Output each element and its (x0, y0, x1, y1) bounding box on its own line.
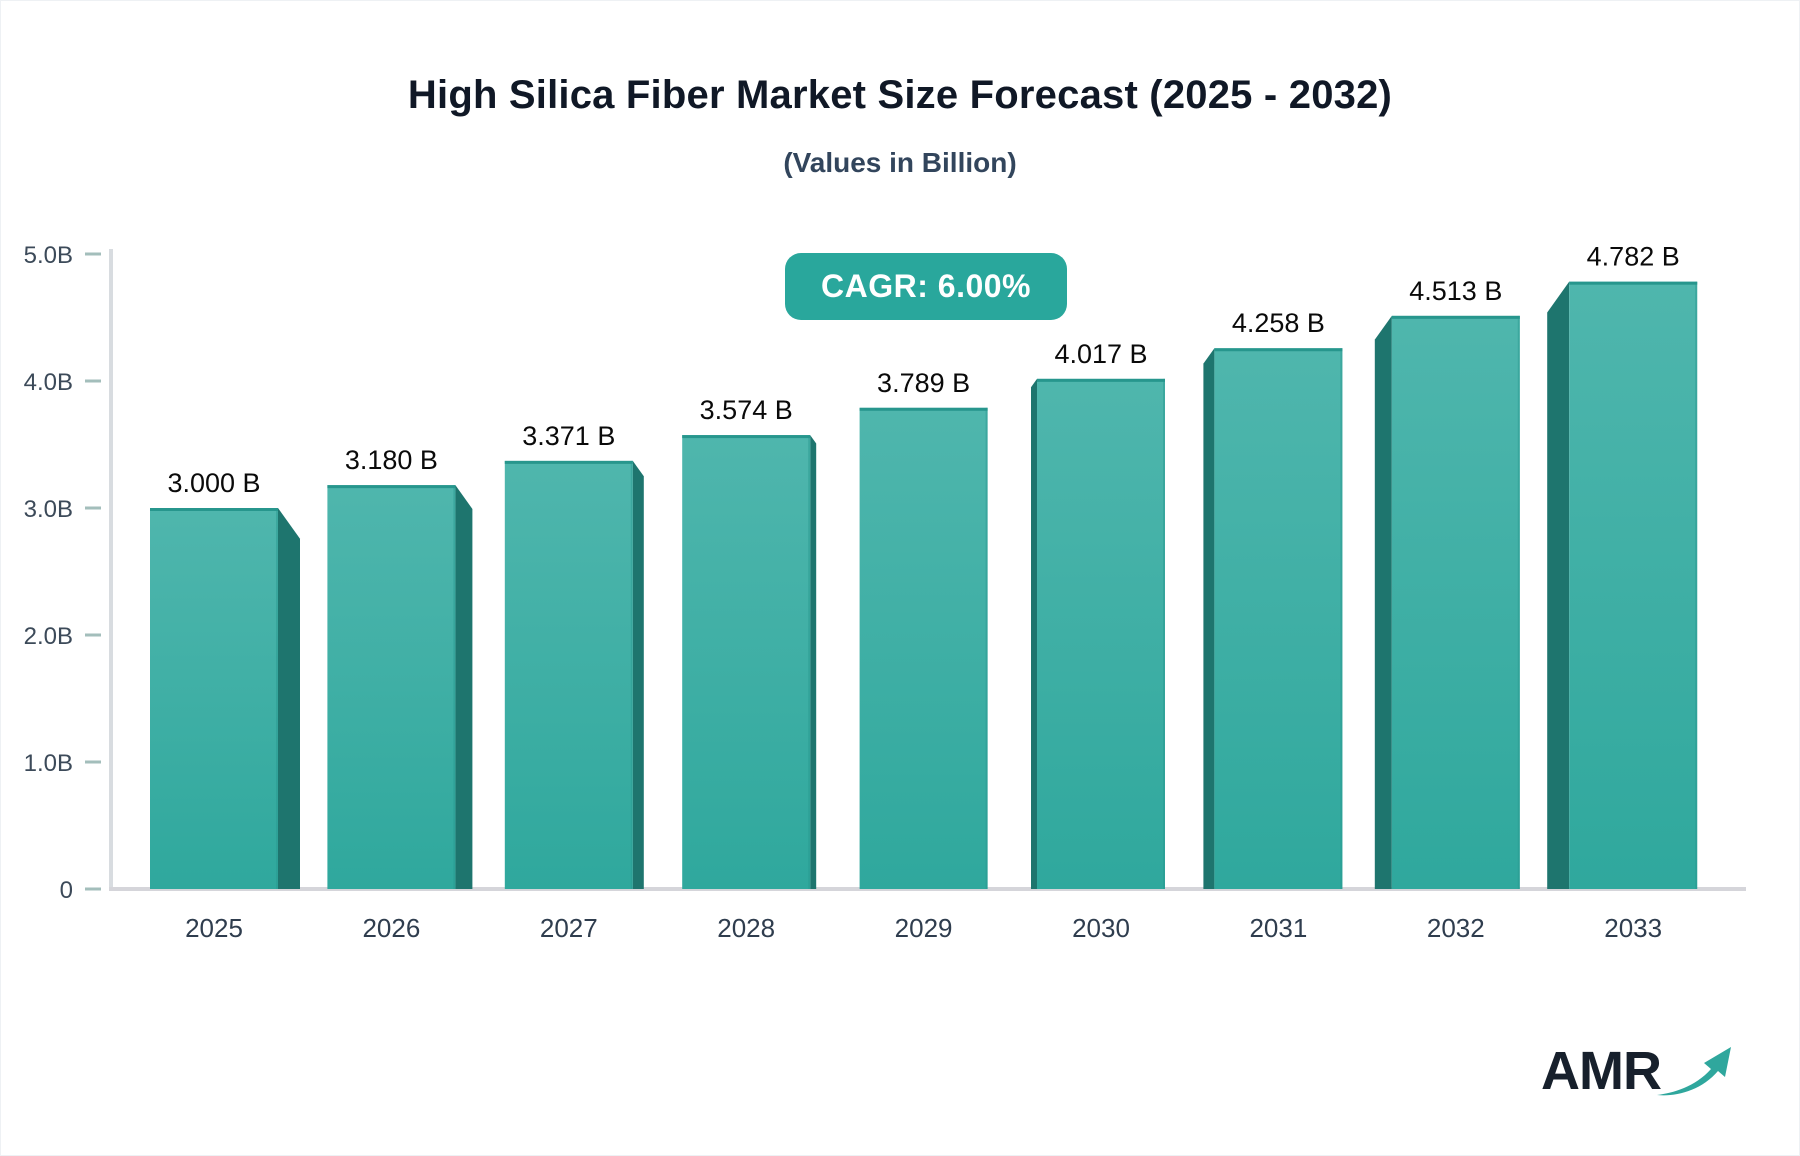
bar-value-label: 4.513 B (1409, 276, 1502, 306)
bar-front-face (1037, 378, 1165, 889)
bar-top-edge (150, 508, 278, 511)
bar-2028: 3.574 B (682, 395, 817, 889)
bar-right-edge (985, 407, 988, 889)
chart-subtitle: (Values in Billion) (783, 147, 1017, 178)
bar-side-face (1374, 315, 1392, 889)
x-tick-label: 2028 (717, 913, 775, 943)
bar-value-label: 3.574 B (700, 395, 793, 425)
bar-top-edge (682, 435, 811, 439)
x-tick-label: 2027 (540, 913, 598, 943)
bar-value-label: 3.180 B (345, 445, 438, 475)
x-tick-label: 2030 (1072, 913, 1130, 943)
x-tick-label: 2033 (1604, 913, 1662, 943)
bar-chart: 5.0B 4.0B 3.0B 2.0B 1.0B 0 3.000 B 2025 3.180 B 2… (24, 242, 1746, 943)
bar-side-face (455, 485, 473, 889)
bar-value-label: 3.371 B (522, 421, 615, 451)
x-tick-label: 2032 (1427, 913, 1485, 943)
bar-right-edge (1340, 348, 1343, 889)
bar-front-face (682, 435, 811, 889)
bar-top-edge (1037, 378, 1165, 382)
x-tick-label: 2029 (895, 913, 953, 943)
bar-value-label: 4.017 B (1054, 339, 1147, 369)
bar-side-face (1203, 348, 1215, 889)
bar-top-edge (504, 460, 633, 464)
bar-right-edge (1695, 281, 1698, 889)
bar-top-edge (1569, 281, 1698, 285)
bar-2025: 3.000 B (150, 468, 300, 889)
y-tick-label: 2.0B (24, 623, 73, 650)
bar-2033: 4.782 B (1547, 242, 1698, 889)
bar-side-face (1031, 378, 1037, 889)
bar-value-label: 3.000 B (167, 468, 260, 498)
bar-front-face (1569, 281, 1698, 889)
x-tick-label: 2026 (362, 913, 420, 943)
bar-front-face (859, 407, 988, 889)
bar-top-edge (1214, 348, 1343, 352)
bar-top-edge (327, 485, 456, 489)
bar-top-edge (859, 407, 988, 411)
bar-right-edge (1517, 315, 1520, 889)
bar-value-label: 4.782 B (1587, 242, 1680, 272)
bar-2032: 4.513 B (1374, 276, 1520, 889)
bar-side-face (1547, 281, 1570, 889)
y-tick-label: 5.0B (24, 242, 73, 269)
y-tick-label: 0 (60, 877, 73, 904)
bar-side-face (278, 508, 300, 889)
y-tick-label: 1.0B (24, 750, 73, 777)
x-tick-label: 2031 (1249, 913, 1307, 943)
bar-front-face (1214, 348, 1343, 889)
amr-logo: AMR (1541, 1035, 1741, 1107)
bar-top-edge (1391, 315, 1520, 319)
growth-arrow-icon (1657, 1047, 1731, 1096)
bar-2029: 3.789 B (859, 368, 988, 889)
bar-value-label: 3.789 B (877, 368, 970, 398)
bar-right-edge (453, 485, 456, 889)
bar-side-face (810, 435, 817, 889)
y-tick-label: 4.0B (24, 369, 73, 396)
bar-right-edge (630, 460, 633, 889)
bar-2031: 4.258 B (1203, 308, 1343, 889)
bar-2027: 3.371 B (504, 421, 644, 889)
bar-front-face (1391, 315, 1520, 889)
bar-front-face (327, 485, 456, 889)
bar-2026: 3.180 B (327, 445, 473, 889)
cagr-badge: CAGR: 6.00% (785, 253, 1067, 320)
bar-right-edge (1163, 378, 1165, 889)
bar-right-edge (276, 508, 278, 889)
bar-front-face (504, 460, 633, 889)
bar-side-face (632, 460, 644, 889)
bar-front-face (150, 508, 278, 889)
bar-value-label: 4.258 B (1232, 308, 1325, 338)
y-tick-label: 3.0B (24, 496, 73, 523)
chart-title: High Silica Fiber Market Size Forecast (… (407, 73, 1393, 117)
x-tick-label: 2025 (185, 913, 243, 943)
amr-logo-text: AMR (1541, 1041, 1662, 1101)
bar-2030: 4.017 B (1031, 339, 1165, 889)
bar-right-edge (808, 435, 811, 889)
